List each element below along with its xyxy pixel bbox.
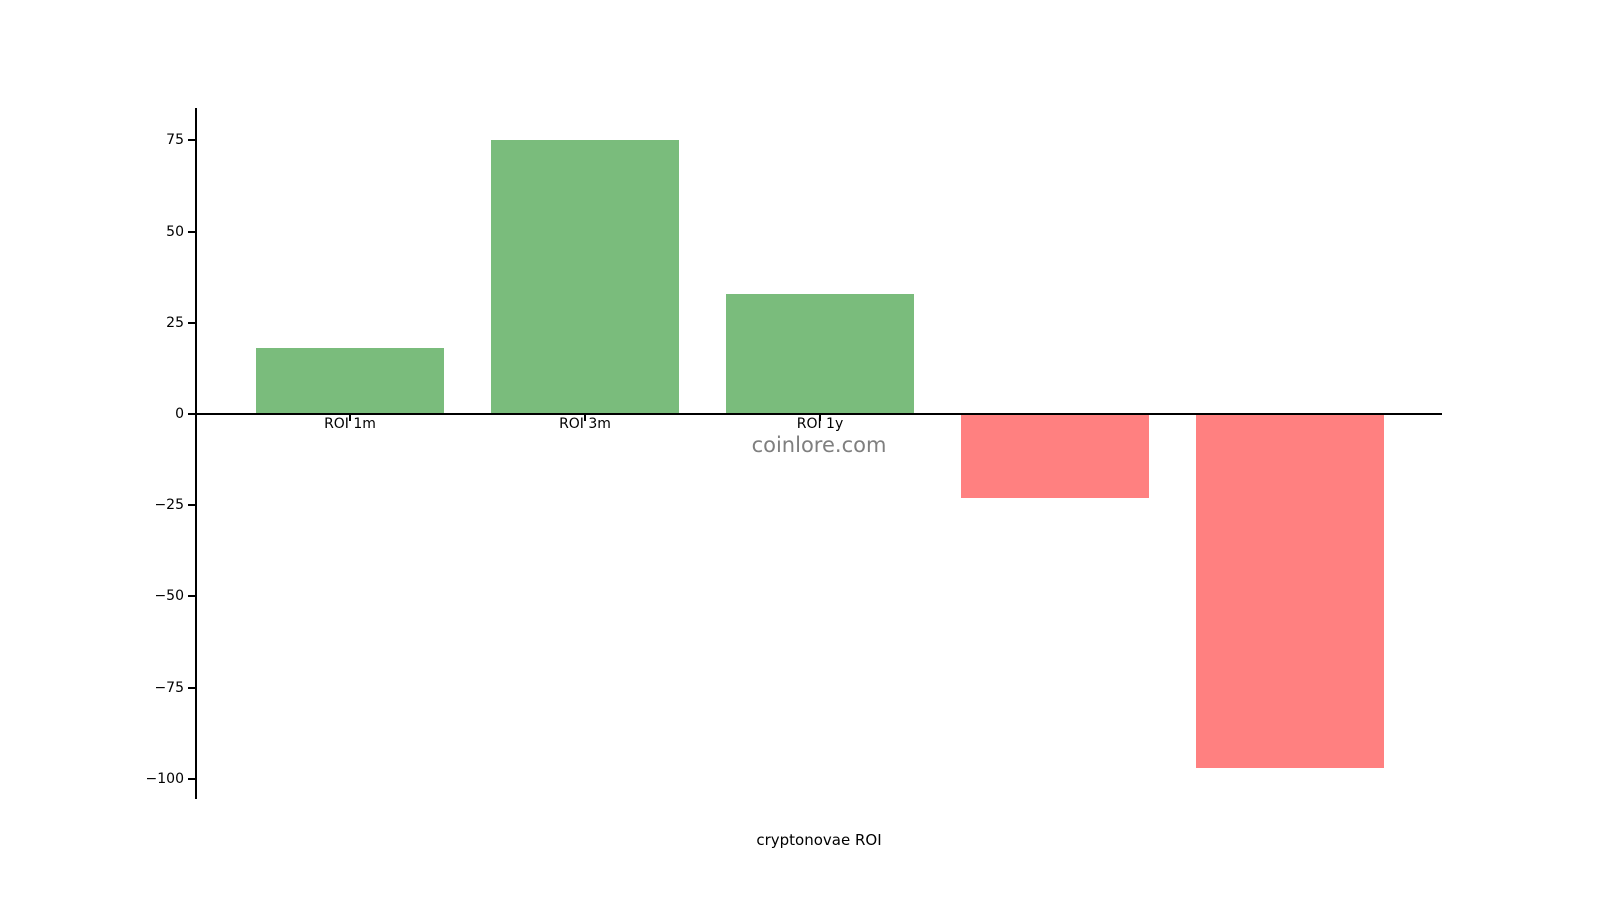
x-tick-label: ROI 3m: [559, 416, 611, 432]
bar-4: [1196, 414, 1384, 768]
y-tick-label: 50: [166, 223, 184, 240]
y-axis-spine: [195, 108, 197, 799]
x-tick-mark: [584, 414, 586, 421]
y-tick-label: −50: [154, 588, 184, 605]
x-tick-label: ROI 1m: [324, 416, 376, 432]
watermark-text: coinlore.com: [751, 433, 887, 457]
x-tick-mark: [819, 414, 821, 421]
y-tick-label: 25: [166, 314, 184, 331]
y-tick-mark: [188, 139, 195, 142]
y-tick-label: −100: [145, 770, 184, 787]
bar-2: [726, 293, 914, 414]
y-tick-label: 75: [166, 132, 184, 149]
y-tick-mark: [188, 504, 195, 507]
bar-3: [961, 414, 1149, 498]
y-tick-mark: [188, 413, 195, 415]
bar-0: [256, 348, 444, 414]
chart-xlabel: cryptonovae ROI: [756, 831, 882, 849]
y-tick-label: 0: [175, 406, 184, 422]
y-tick-mark: [188, 321, 195, 324]
bar-1: [491, 140, 679, 414]
x-axis-zero-line: [195, 413, 1442, 415]
x-tick-label: ROI 1y: [796, 416, 844, 432]
y-tick-mark: [188, 777, 195, 780]
y-tick-mark: [188, 595, 195, 598]
y-tick-label: −75: [154, 679, 184, 696]
y-tick-mark: [188, 686, 195, 689]
y-tick-mark: [188, 230, 195, 233]
y-tick-label: −25: [154, 497, 184, 514]
x-tick-mark: [349, 414, 351, 421]
